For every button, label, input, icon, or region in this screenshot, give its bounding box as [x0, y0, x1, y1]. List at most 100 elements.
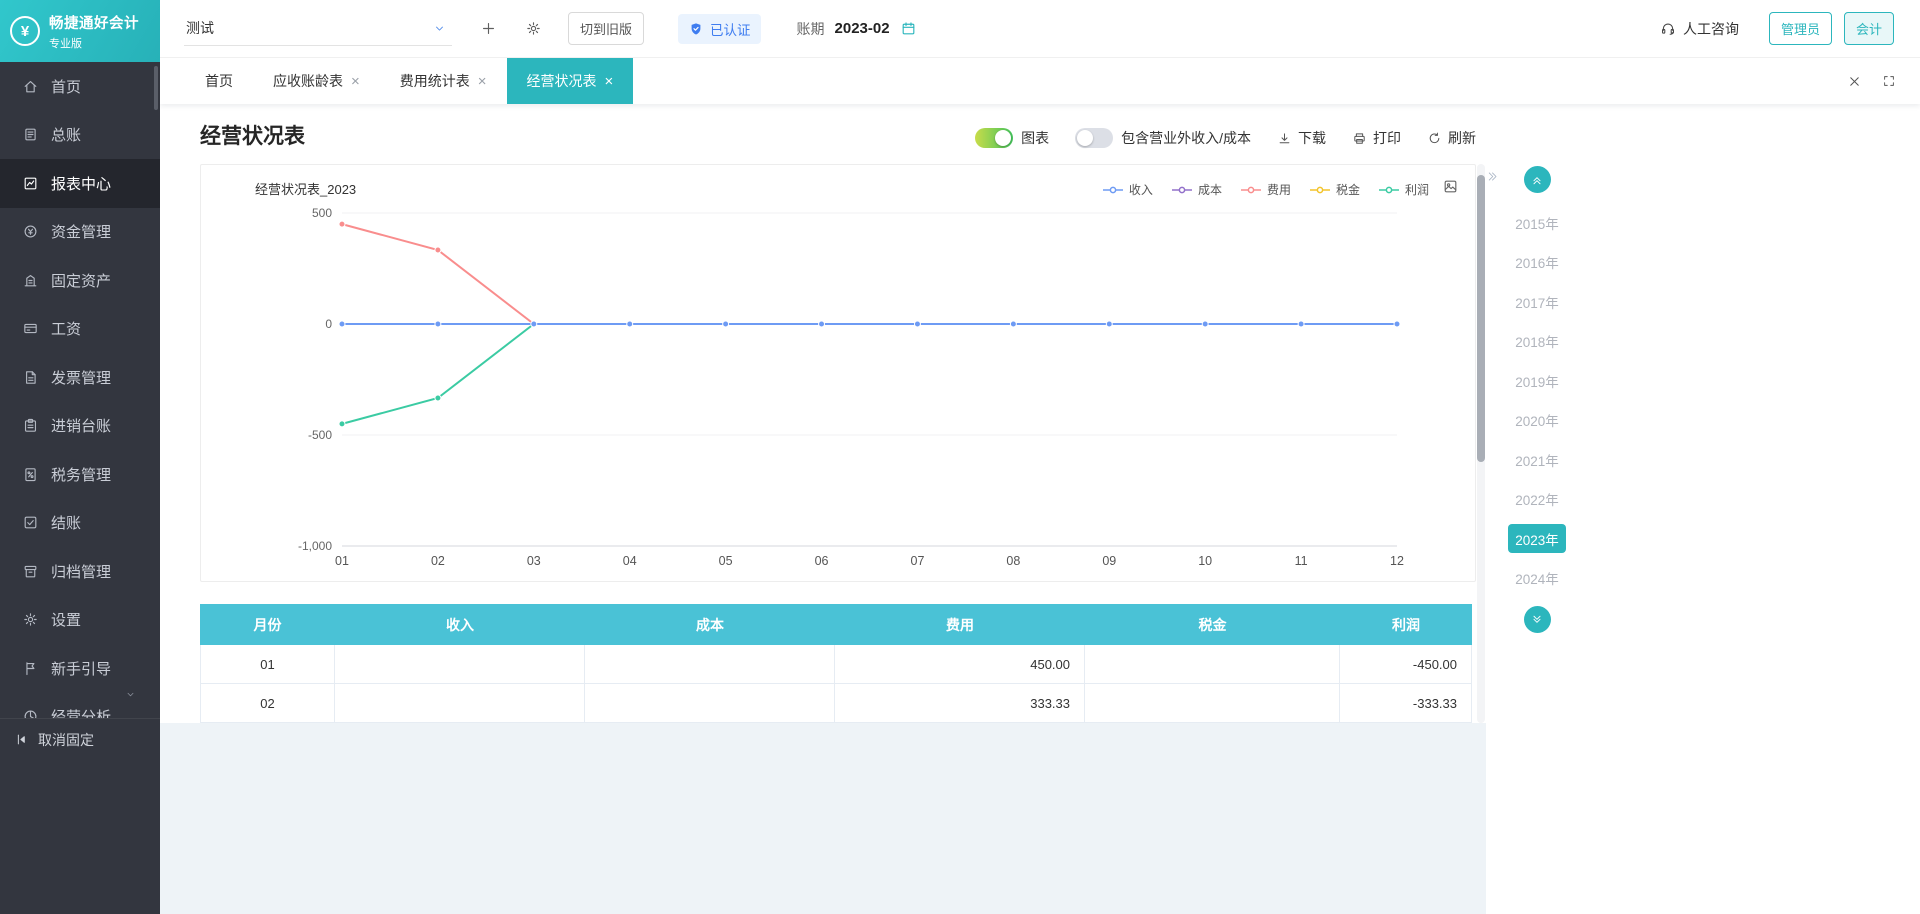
sidebar-item-fixed-assets[interactable]: 固定资产 — [0, 256, 160, 305]
sidebar-item-label: 报表中心 — [51, 175, 112, 193]
table-cell — [585, 684, 835, 722]
unpin-label: 取消固定 — [38, 731, 94, 748]
print-button[interactable]: 打印 — [1352, 128, 1401, 148]
sidebar-item-closing[interactable]: 结账 — [0, 499, 160, 548]
tab-label: 经营状况表 — [526, 73, 597, 89]
table-cell — [1085, 645, 1340, 683]
year-item[interactable]: 2023年 — [1508, 524, 1566, 554]
legend-marker — [1309, 186, 1330, 193]
svg-text:02: 02 — [431, 554, 445, 568]
sidebar-item-fund-management[interactable]: 资金管理 — [0, 208, 160, 257]
tab-operating-status[interactable]: 经营状况表 × — [506, 58, 634, 104]
gear-icon[interactable] — [525, 20, 542, 37]
table-row: 01 450.00 -450.00 — [200, 645, 1472, 684]
sidebar-item-payroll[interactable]: 工资 — [0, 305, 160, 354]
table-cell: 02 — [200, 684, 335, 722]
include-nonoperating-toggle[interactable]: 包含营业外收入/成本 — [1075, 128, 1251, 148]
legend-item[interactable]: 费用 — [1240, 181, 1291, 198]
toggle-switch[interactable] — [975, 128, 1014, 148]
period-value[interactable]: 2023-02 — [834, 20, 890, 37]
chevron-down-icon — [433, 22, 446, 35]
app-logo: ¥ 畅捷通好会计 专业版 — [0, 0, 160, 62]
year-scroll-up-button[interactable] — [1523, 166, 1551, 193]
svg-text:04: 04 — [623, 554, 637, 568]
certified-badge[interactable]: 已认证 — [678, 13, 761, 44]
chevron-down-icon[interactable] — [125, 689, 136, 700]
tab-label: 应收账龄表 — [273, 73, 343, 89]
action-label: 刷新 — [1448, 130, 1476, 146]
table-header: 月份 收入 成本 费用 税金 利润 — [200, 604, 1472, 645]
calendar-icon[interactable] — [900, 20, 917, 37]
sidebar-item-label: 总账 — [51, 127, 82, 145]
year-item[interactable]: 2015年 — [1515, 216, 1559, 232]
close-tab-icon[interactable]: × — [477, 72, 487, 90]
close-tab-icon[interactable]: × — [351, 72, 360, 90]
legend-label: 税金 — [1335, 183, 1360, 197]
sidebar-scrollbar[interactable] — [154, 66, 158, 110]
year-item[interactable]: 2018年 — [1515, 335, 1559, 351]
legend-item[interactable]: 利润 — [1378, 181, 1429, 198]
sidebar-item-beginner-guide[interactable]: 新手引导 — [0, 644, 160, 693]
admin-button[interactable]: 管理员 — [1768, 12, 1832, 45]
year-scroll-down-button[interactable] — [1523, 606, 1551, 633]
refresh-icon — [1427, 131, 1442, 146]
year-item[interactable]: 2021年 — [1515, 453, 1559, 469]
accountant-button[interactable]: 会计 — [1843, 12, 1894, 45]
chart-legend: 收入 成本 费用 税金 利润 — [1102, 181, 1429, 198]
double-chevron-up-icon — [1530, 173, 1544, 187]
add-account-set-button[interactable] — [480, 20, 497, 37]
fullscreen-icon[interactable] — [1882, 74, 1896, 88]
sidebar-item-report-center[interactable]: 报表中心 — [0, 159, 160, 208]
chart-toggle[interactable]: 图表 — [975, 128, 1049, 148]
year-item[interactable]: 2020年 — [1515, 414, 1559, 430]
switch-to-old-version-button[interactable]: 切到旧版 — [568, 12, 645, 45]
legend-label: 利润 — [1404, 183, 1429, 197]
sidebar-item-tax-management[interactable]: 税务管理 — [0, 450, 160, 499]
legend-item[interactable]: 成本 — [1171, 181, 1222, 198]
svg-text:500: 500 — [312, 206, 332, 220]
account-select[interactable]: 测试 — [184, 11, 452, 46]
double-chevron-right-icon[interactable] — [1486, 170, 1499, 183]
sidebar-item-label: 归档管理 — [51, 563, 112, 581]
sidebar-item-home[interactable]: 首页 — [0, 62, 160, 111]
svg-text:0: 0 — [325, 317, 332, 331]
toggle-switch[interactable] — [1075, 128, 1114, 148]
unpin-sidebar-button[interactable]: 取消固定 — [0, 718, 160, 760]
download-button[interactable]: 下载 — [1277, 128, 1326, 148]
tab-expense-stats[interactable]: 费用统计表 × — [380, 58, 507, 104]
manual-consult-button[interactable]: 人工咨询 — [1660, 19, 1739, 39]
app-name: 畅捷通好会计 — [49, 15, 139, 32]
close-icon[interactable] — [1847, 74, 1862, 89]
legend-item[interactable]: 税金 — [1309, 181, 1360, 198]
sidebar-item-label: 结账 — [51, 515, 82, 533]
sidebar-item-label: 资金管理 — [51, 224, 112, 242]
sidebar-menu: 首页总账报表中心资金管理固定资产工资发票管理 进销台账 税务管理结账归档管理设置 新手… — [0, 62, 160, 741]
year-item[interactable]: 2017年 — [1515, 295, 1559, 311]
table-cell — [335, 645, 585, 683]
legend-item[interactable]: 收入 — [1102, 181, 1153, 198]
year-list: 2015年 2016年 2017年 2018年 2019年 2020年 2021年 2022年… — [1508, 203, 1566, 598]
year-item[interactable]: 2019年 — [1515, 374, 1559, 390]
svg-text:07: 07 — [911, 554, 925, 568]
sidebar-item-invoice-management[interactable]: 发票管理 — [0, 353, 160, 402]
archive-icon — [22, 563, 39, 580]
close-tab-icon[interactable]: × — [604, 72, 614, 90]
tab-label: 费用统计表 — [399, 73, 470, 89]
sidebar-item-label: 工资 — [51, 321, 82, 339]
sidebar-item-purchase-sale-ledger[interactable]: 进销台账 — [0, 402, 160, 451]
content-scrollbar[interactable] — [1477, 175, 1485, 462]
account-select-value: 测试 — [186, 20, 214, 36]
year-item[interactable]: 2024年 — [1515, 572, 1559, 588]
sidebar-item-settings[interactable]: 设置 — [0, 596, 160, 645]
refresh-button[interactable]: 刷新 — [1427, 128, 1476, 148]
save-image-icon[interactable] — [1442, 178, 1459, 195]
content-bottom-area — [160, 723, 1486, 914]
tab-home[interactable]: 首页 — [185, 58, 253, 104]
sidebar-item-general-ledger[interactable]: 总账 — [0, 111, 160, 160]
sidebar-item-archive-management[interactable]: 归档管理 — [0, 547, 160, 596]
sidebar: ¥ 畅捷通好会计 专业版 首页总账报表中心资金管理固定资产工资发票管理 进销台账税… — [0, 0, 160, 914]
year-item[interactable]: 2022年 — [1515, 493, 1559, 509]
year-item[interactable]: 2016年 — [1515, 256, 1559, 272]
tab-receivable-aging[interactable]: 应收账龄表 × — [253, 58, 380, 104]
